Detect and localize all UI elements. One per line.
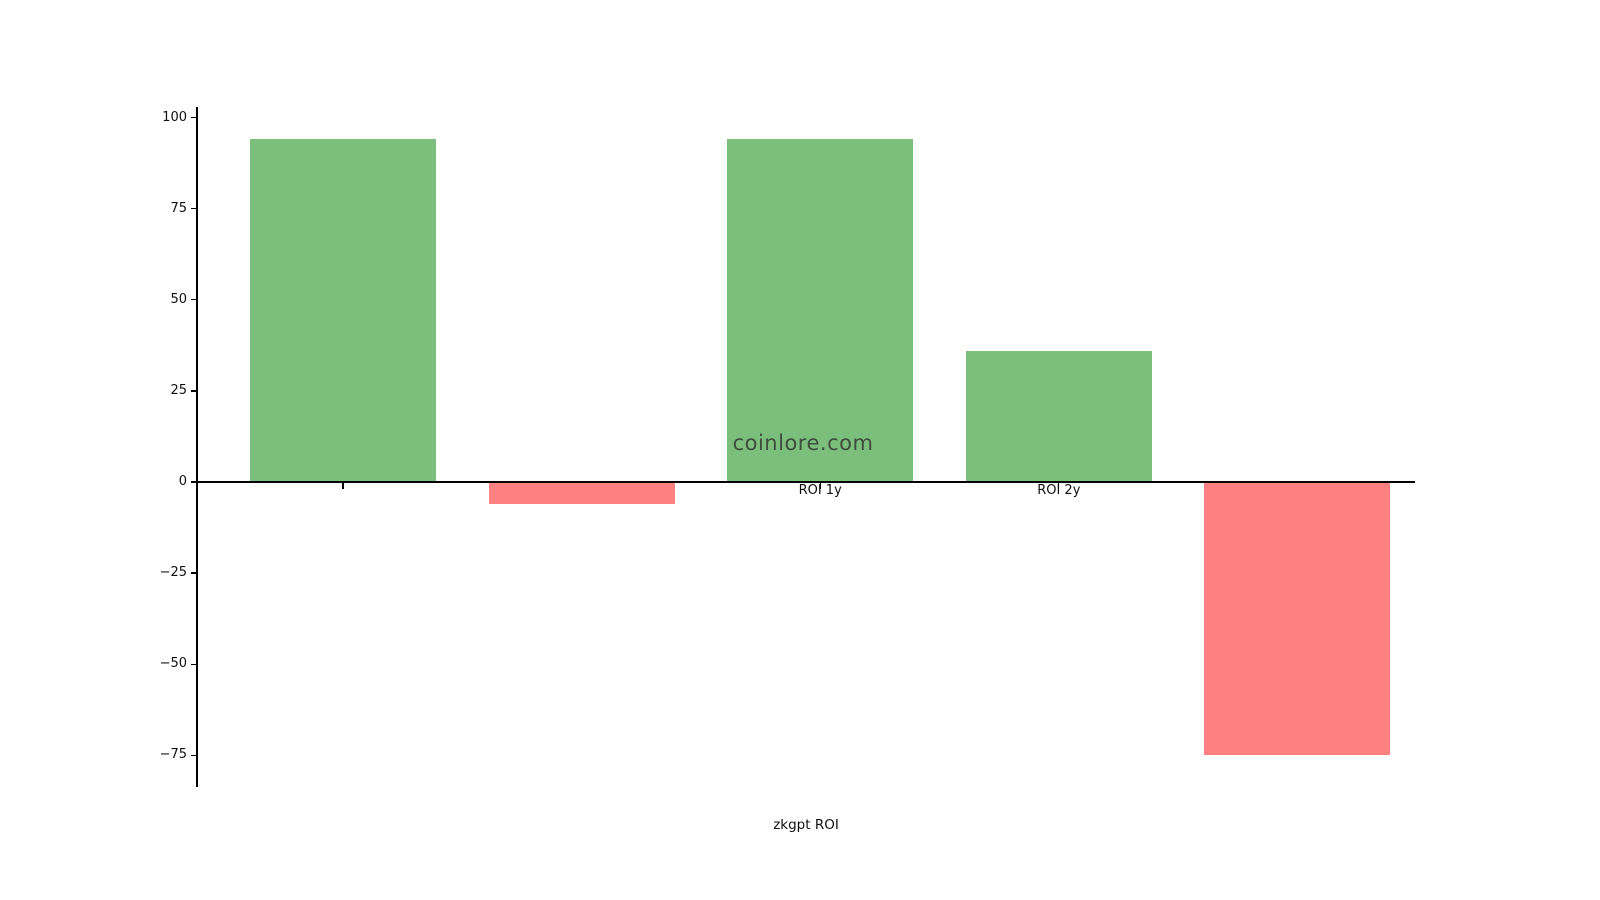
watermark-text: coinlore.com	[732, 431, 874, 455]
y-tick-label-50: 50	[170, 291, 187, 307]
chart-title: zkgpt ROI	[773, 817, 839, 833]
y-tick-−75	[191, 754, 197, 757]
bar-1	[488, 483, 675, 504]
y-tick-−50	[191, 663, 197, 665]
y-tick-25	[191, 390, 197, 392]
y-tick-50	[191, 299, 197, 301]
y-tick-label-0: 0	[178, 474, 187, 489]
bar-3	[965, 350, 1152, 482]
y-tick-label-−50: −50	[159, 656, 187, 672]
y-tick-−25	[191, 572, 197, 574]
x-tick-3	[1058, 482, 1060, 489]
bar-4	[1204, 483, 1391, 756]
x-tick-label-2: ROI 1y	[798, 482, 842, 498]
y-tick-100	[191, 116, 197, 119]
y-tick-75	[191, 207, 197, 210]
y-tick-label-25: 25	[170, 382, 187, 398]
y-tick-0	[191, 481, 197, 483]
y-tick-label-−75: −75	[159, 747, 187, 763]
bar-0	[250, 139, 436, 482]
y-axis-spine	[196, 107, 198, 787]
x-axis-baseline	[196, 481, 1415, 483]
y-tick-label-100: 100	[162, 109, 187, 125]
x-tick-0	[342, 482, 344, 489]
bar-2	[727, 139, 914, 482]
y-tick-label-−25: −25	[159, 565, 187, 581]
x-tick-label-3: ROI 2y	[1037, 482, 1081, 498]
y-tick-label-75: 75	[170, 200, 187, 216]
x-tick-2	[819, 482, 821, 489]
